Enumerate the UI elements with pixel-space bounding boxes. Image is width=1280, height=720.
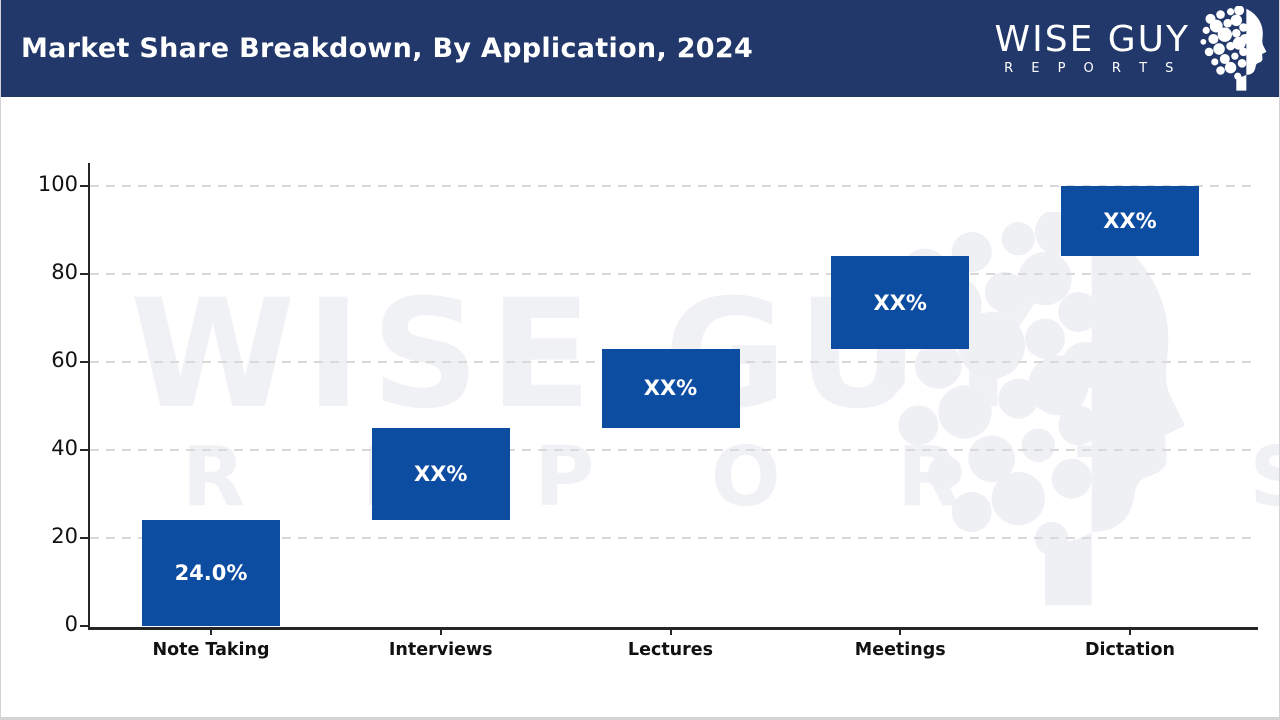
y-tick-label: 80: [51, 260, 78, 284]
bar-dictation: XX%: [1061, 186, 1199, 257]
y-axis-tick: [80, 361, 88, 363]
bar-value-label: XX%: [414, 462, 468, 487]
brand-subtitle: R E P O R T S: [1004, 61, 1181, 76]
bar-value-label: XX%: [1103, 209, 1157, 234]
bar-note-taking: 24.0%: [142, 520, 280, 626]
bar-interviews: XX%: [371, 428, 510, 521]
y-axis-tick: [80, 449, 88, 451]
bar-meetings: XX%: [831, 256, 970, 349]
x-axis-tick: [899, 628, 902, 635]
gridline: [90, 537, 1258, 539]
y-tick-label: 20: [51, 524, 78, 548]
y-tick-label: 100: [37, 172, 78, 196]
header-bar: Market Share Breakdown, By Application, …: [0, 0, 1280, 97]
y-axis-tick: [80, 537, 88, 539]
x-tick-label: Note Taking: [152, 640, 270, 660]
chart-title: Market Share Breakdown, By Application, …: [21, 33, 754, 64]
head-profile-icon: [1196, 6, 1268, 92]
gridline: [90, 449, 1258, 451]
y-tick-label: 60: [51, 348, 78, 372]
y-tick-label: 0: [64, 612, 78, 636]
y-axis-tick: [80, 625, 88, 627]
bar-value-label: XX%: [873, 290, 927, 315]
x-tick-label: Interviews: [388, 640, 493, 660]
x-axis-tick: [210, 628, 212, 635]
bar-value-label: 24.0%: [174, 561, 248, 586]
y-axis-tick: [80, 185, 88, 187]
gridline: [90, 273, 1258, 275]
y-axis-tick: [80, 273, 88, 275]
brand-logo-text: WISE GUY R E P O R T S: [994, 19, 1191, 76]
y-tick-label: 40: [51, 436, 78, 460]
gridline: [90, 185, 1258, 187]
bar-lectures: XX%: [601, 348, 740, 428]
brand-name: WISE GUY: [994, 19, 1190, 60]
x-axis-tick: [439, 628, 442, 635]
x-axis-tick: [1129, 628, 1131, 635]
y-axis-line: [88, 163, 90, 629]
x-tick-label: Dictation: [1085, 640, 1175, 660]
bar-value-label: XX%: [643, 376, 698, 401]
x-tick-label: Meetings: [854, 640, 946, 660]
x-axis-tick: [669, 628, 672, 635]
x-tick-label: Lectures: [627, 640, 714, 660]
brand-logo: WISE GUY R E P O R T S: [995, 0, 1269, 97]
x-axis-line: [88, 627, 1258, 630]
